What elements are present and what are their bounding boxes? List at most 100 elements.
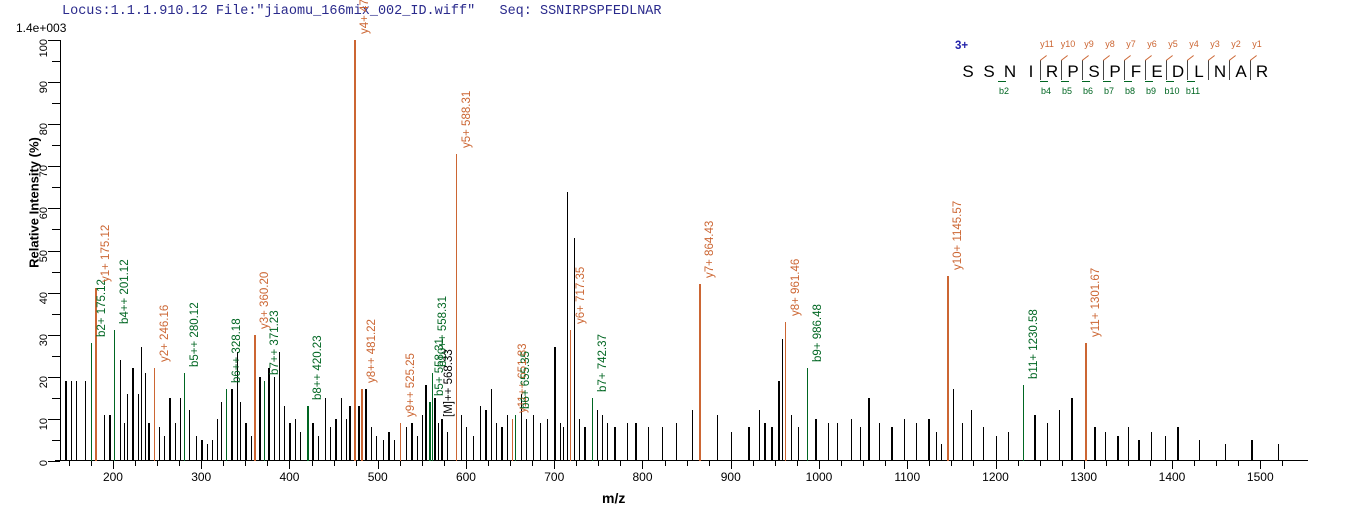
peak-bar xyxy=(148,423,150,461)
peak-label: [M]++ 568.33 xyxy=(443,349,456,418)
peak-bar xyxy=(891,427,893,461)
x-tick-minor xyxy=(664,461,666,466)
x-tick-major xyxy=(554,461,556,469)
x-tick-minor xyxy=(841,461,843,466)
peak-bar xyxy=(1164,435,1167,461)
b-ion-label-b4: b4 xyxy=(1040,86,1051,96)
y-tick xyxy=(48,292,60,294)
y-tick xyxy=(48,40,60,41)
peak-bar xyxy=(716,414,718,461)
peak-bar-annotated xyxy=(455,153,458,461)
peak-bar-annotated xyxy=(153,368,156,461)
peak-bar xyxy=(490,389,492,461)
b-ion-label-b11: b11 xyxy=(1185,86,1201,96)
peak-bar xyxy=(790,414,793,461)
residue-l-12: L xyxy=(1194,62,1204,81)
y-ion-label-y7: y7 xyxy=(1126,39,1136,49)
x-tick-major xyxy=(201,461,203,469)
peak-bar xyxy=(231,389,233,461)
y-tick xyxy=(48,250,60,252)
intensity-scale-note: 1.4e+003 xyxy=(16,21,67,35)
peak-label: y1+ 175.12 xyxy=(100,225,113,283)
peak-bar xyxy=(388,431,390,461)
peak-bar xyxy=(827,423,830,461)
x-tick-minor xyxy=(532,461,534,466)
x-tick-minor xyxy=(90,461,92,466)
x-tick-major xyxy=(112,461,114,469)
y-ion-label-y9: y9 xyxy=(1084,39,1094,49)
residue-p-6: P xyxy=(1067,62,1079,81)
peak-bar xyxy=(480,406,482,461)
y-tick-minor xyxy=(52,313,60,315)
peak-bar xyxy=(268,368,270,461)
peak-bar xyxy=(525,418,528,461)
peak-bar xyxy=(188,410,191,461)
peak-bar xyxy=(547,418,549,461)
x-tick-major xyxy=(1260,461,1262,469)
peak-bar xyxy=(278,351,281,461)
x-tick-minor xyxy=(135,461,137,466)
peak-bar xyxy=(317,435,319,461)
peak-label: y8++ 481.22 xyxy=(366,319,379,384)
residue-n-3: N xyxy=(1003,62,1017,81)
b-ion-cleavage-b7 xyxy=(1103,70,1112,82)
b-ion-cleavage-b11 xyxy=(1187,70,1196,82)
y-ion-cleavage-y1 xyxy=(1250,55,1260,80)
y-tick xyxy=(48,166,60,168)
peak-bar xyxy=(953,389,955,461)
b-ion-cleavage-b4 xyxy=(1040,70,1049,82)
peak-bar xyxy=(676,423,678,461)
x-tick-label: 1500 xyxy=(1246,470,1274,484)
x-tick-minor xyxy=(399,461,401,466)
y-tick-minor xyxy=(52,187,60,189)
x-tick-major xyxy=(465,461,467,469)
y-ion-label-y5: y5 xyxy=(1168,39,1178,49)
peak-bar xyxy=(127,393,129,461)
peak-bar xyxy=(300,431,302,461)
peak-label: y5+ 588.31 xyxy=(460,90,473,148)
b-ion-label-b9: b9 xyxy=(1145,86,1156,96)
peak-bar xyxy=(206,444,208,461)
x-tick-label: 400 xyxy=(279,470,300,484)
x-tick-minor xyxy=(1194,461,1196,466)
peak-bar-annotated xyxy=(699,284,701,461)
x-tick-label: 200 xyxy=(102,470,123,484)
peak-bar xyxy=(859,427,861,461)
residue-n-13: N xyxy=(1213,62,1227,81)
peak-bar xyxy=(1059,410,1061,461)
peak-bar xyxy=(928,418,930,461)
peak-bar xyxy=(345,418,348,461)
peak-bar xyxy=(137,393,139,461)
peak-series xyxy=(65,40,1280,461)
b-ion-cleavage-b5 xyxy=(1061,70,1070,82)
peak-bar xyxy=(217,418,219,461)
b-ion-label-b2: b2 xyxy=(998,86,1009,96)
peak-bar xyxy=(473,435,475,461)
peak-bar xyxy=(647,427,650,461)
x-tick-minor xyxy=(355,461,357,466)
y-ion-label-y3: y3 xyxy=(1210,39,1220,49)
peak-bar xyxy=(330,427,332,461)
peak-bar xyxy=(349,406,351,461)
peak-bar xyxy=(601,414,604,461)
x-tick-label: 1400 xyxy=(1158,470,1186,484)
x-tick-minor xyxy=(929,461,931,466)
peak-bar xyxy=(284,406,286,461)
x-tick-major xyxy=(377,461,379,469)
x-tick-minor xyxy=(1039,461,1041,466)
peak-bar-annotated xyxy=(264,381,266,461)
peak-bar xyxy=(144,372,147,461)
peak-label: y9++ 525.25 xyxy=(405,353,417,418)
y-tick xyxy=(48,124,60,126)
peak-bar xyxy=(879,423,881,461)
peak-bar xyxy=(771,427,773,461)
peak-label: b7++ 371.23 xyxy=(269,310,282,375)
peak-bar xyxy=(573,237,575,461)
peak-bar-annotated xyxy=(438,423,440,461)
peak-bar xyxy=(123,423,125,461)
peak-bar xyxy=(635,423,637,461)
x-tick-minor xyxy=(1017,461,1019,466)
y-tick xyxy=(48,208,60,210)
peak-bar-annotated xyxy=(784,322,787,461)
b-ion-label-b8: b8 xyxy=(1124,86,1135,96)
